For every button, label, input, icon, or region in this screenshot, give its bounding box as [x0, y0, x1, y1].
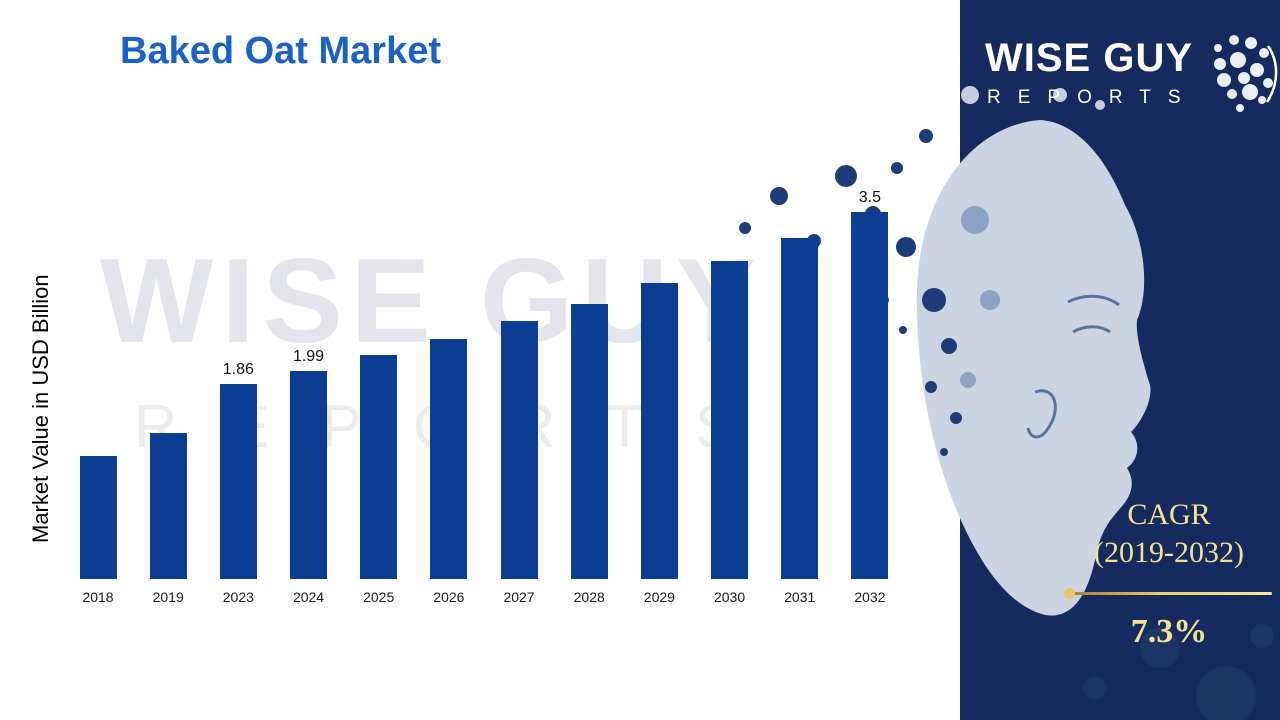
bar — [570, 304, 608, 579]
brand-logo-text: WISE GUY REPORTS — [985, 36, 1198, 109]
bar — [219, 384, 257, 579]
cagr-block: CAGR (2019-2032) 7.3% — [1064, 498, 1272, 651]
bar — [430, 339, 468, 579]
brand-logo: WISE GUY REPORTS — [985, 35, 1280, 118]
bar — [640, 283, 678, 579]
x-axis-tick-label: 2026 — [433, 589, 465, 605]
bar — [290, 371, 328, 579]
x-axis-tick-label: 2025 — [363, 589, 395, 605]
cagr-period: (2019-2032) — [1094, 536, 1244, 569]
bar-column: 2029 — [639, 260, 679, 605]
x-axis-tick-label: 2023 — [222, 589, 254, 605]
x-axis-tick-label: 2028 — [573, 589, 605, 605]
y-axis-label: Market Value in USD Billion — [28, 274, 53, 544]
bar-column: 2018 — [78, 433, 118, 605]
bar — [79, 456, 117, 579]
page-title: Baked Oat Market — [120, 30, 442, 72]
cagr-value: 7.3% — [1130, 613, 1208, 650]
bar — [851, 212, 889, 579]
bar-column: 2027 — [499, 298, 539, 605]
bar-column: 2019 — [148, 410, 188, 605]
bar-column: 2025 — [359, 332, 399, 605]
bar-column: 1.99 2024 — [289, 348, 329, 605]
x-axis-tick-label: 2027 — [503, 589, 535, 605]
bar-chart: 2018 2019 1.86 2023 1.99 2024 2025 2026 2027 2028… — [78, 189, 890, 605]
bar — [781, 238, 819, 579]
bar — [500, 321, 538, 579]
x-axis-tick-label: 2029 — [643, 589, 675, 605]
x-axis-tick-label: 2031 — [784, 589, 816, 605]
bar-value-label: 1.86 — [222, 361, 254, 378]
cagr-underline — [1064, 588, 1272, 599]
bar — [360, 355, 398, 579]
brand-logo-name: WISE GUY — [985, 36, 1194, 80]
bar-column: 2026 — [429, 316, 469, 605]
bar-column: 2030 — [710, 238, 750, 605]
bar — [149, 433, 187, 579]
bar-column: 2028 — [569, 281, 609, 605]
brand-logo-subtitle: REPORTS — [987, 87, 1198, 108]
bar-value-label: 3.5 — [858, 189, 882, 206]
bar-column: 1.86 2023 — [218, 361, 258, 605]
cagr-line-dot-icon — [1064, 588, 1075, 599]
x-axis-tick-label: 2018 — [82, 589, 114, 605]
x-axis-tick-label: 2030 — [713, 589, 746, 605]
logo-head-icon — [1213, 35, 1277, 112]
bar-column: 3.5 2032 — [850, 189, 890, 605]
bar-value-label: 1.99 — [292, 348, 325, 365]
x-axis-tick-label: 2032 — [854, 589, 886, 605]
cagr-label: CAGR — [1127, 498, 1211, 531]
bar — [711, 261, 749, 579]
x-axis-tick-label: 2019 — [152, 589, 184, 605]
bar-column: 2031 — [780, 215, 820, 605]
x-axis-tick-label: 2024 — [292, 589, 325, 605]
